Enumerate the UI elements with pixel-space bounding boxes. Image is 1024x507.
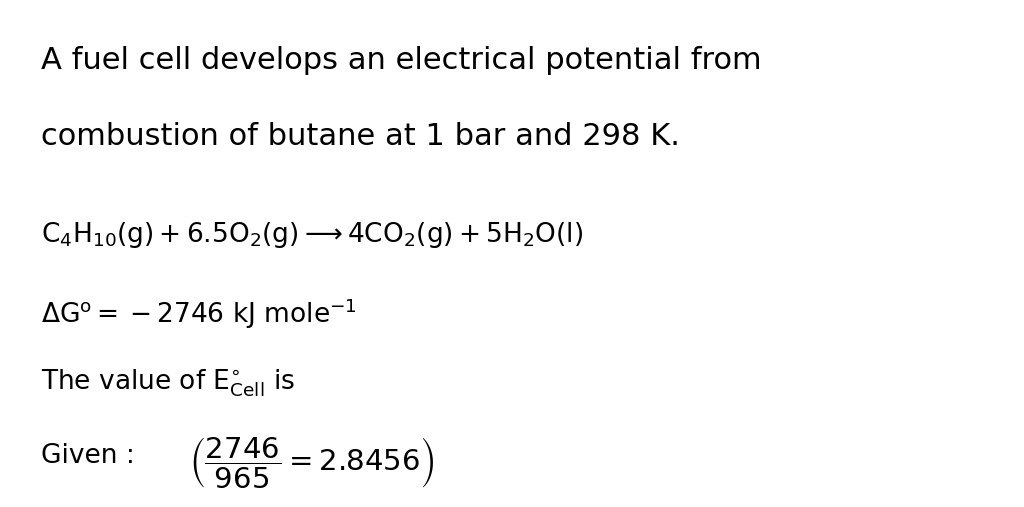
Text: $\mathrm{C_4H_{10}(g)+6.5O_2(g)\longrightarrow 4CO_2(g)+5H_2O(l)}$: $\mathrm{C_4H_{10}(g)+6.5O_2(g)\longrigh… bbox=[41, 221, 584, 250]
Text: $\mathrm{\Delta G^o = -2746\ kJ\ mole^{-1}}$: $\mathrm{\Delta G^o = -2746\ kJ\ mole^{-… bbox=[41, 296, 357, 331]
Text: combustion of butane at 1 bar and 298 K.: combustion of butane at 1 bar and 298 K. bbox=[41, 122, 680, 151]
Text: A fuel cell develops an electrical potential from: A fuel cell develops an electrical poten… bbox=[41, 46, 762, 75]
Text: The value of $\mathrm{E^{\circ}_{Cell}}$ is: The value of $\mathrm{E^{\circ}_{Cell}}$… bbox=[41, 367, 295, 399]
Text: $\left(\dfrac{2746}{965} = 2.8456\right)$: $\left(\dfrac{2746}{965} = 2.8456\right)… bbox=[189, 436, 435, 491]
Text: Given :: Given : bbox=[41, 443, 135, 469]
